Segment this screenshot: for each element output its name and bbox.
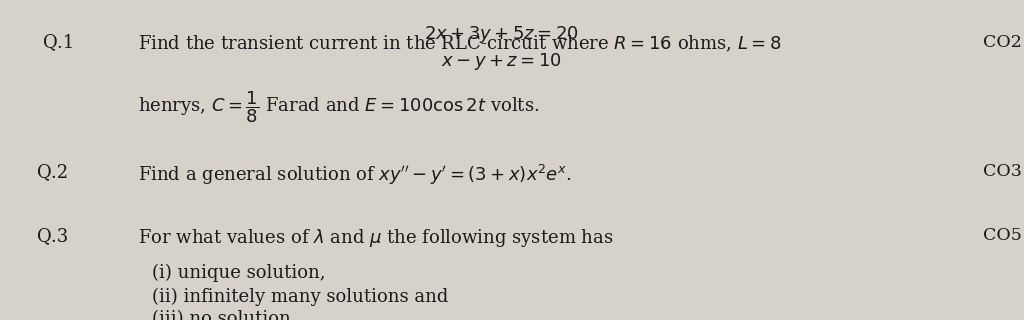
Text: (ii) infinitely many solutions and: (ii) infinitely many solutions and bbox=[152, 288, 447, 306]
Text: Find a general solution of $xy'' - y' = (3+x)x^2e^x$.: Find a general solution of $xy'' - y' = … bbox=[138, 163, 572, 187]
Text: Q.1: Q.1 bbox=[43, 34, 75, 52]
Text: CO3: CO3 bbox=[983, 163, 1022, 180]
Text: Find the transient current in the RLC-circuit where $R = 16$ ohms, $L = 8$: Find the transient current in the RLC-ci… bbox=[138, 34, 781, 54]
Text: CO5: CO5 bbox=[983, 227, 1022, 244]
Text: CO2: CO2 bbox=[983, 34, 1022, 51]
Text: $2x + 3y + 5z = 20$: $2x + 3y + 5z = 20$ bbox=[424, 24, 580, 45]
Text: (iii) no solution.: (iii) no solution. bbox=[152, 310, 296, 320]
Text: Q.2: Q.2 bbox=[37, 163, 68, 181]
Text: (i) unique solution,: (i) unique solution, bbox=[152, 264, 325, 282]
Text: $x - y + z = 10$: $x - y + z = 10$ bbox=[441, 51, 562, 72]
Text: Q.3: Q.3 bbox=[37, 227, 69, 245]
Text: henrys, $C = \dfrac{1}{8}$ Farad and $E = 100\cos 2t$ volts.: henrys, $C = \dfrac{1}{8}$ Farad and $E … bbox=[138, 90, 540, 125]
Text: For what values of $\lambda$ and $\mu$ the following system has: For what values of $\lambda$ and $\mu$ t… bbox=[138, 227, 613, 249]
